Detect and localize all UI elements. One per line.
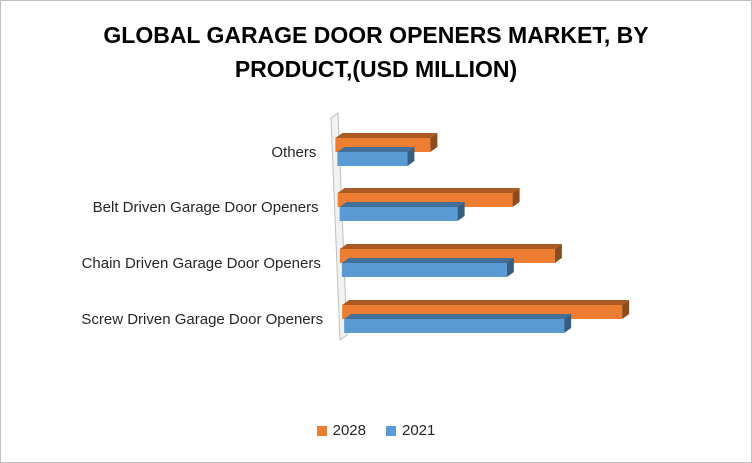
legend-swatch-2028 (316, 425, 327, 436)
bar-top-2028 (335, 133, 438, 138)
bar-2021 (344, 319, 565, 333)
bar-top-2021 (337, 147, 415, 152)
bar-side-2028 (554, 244, 562, 263)
bar-side-2021 (564, 314, 572, 333)
bar-side-2021 (407, 147, 415, 166)
chart-title-line-2: PRODUCT,(USD MILLION) (234, 56, 518, 82)
bar-side-2028 (430, 133, 438, 152)
bar-top-2028 (342, 300, 630, 305)
category-label: Chain Driven Garage Door Openers (82, 255, 321, 272)
bar-top-2028 (339, 244, 562, 249)
chart-title: GLOBAL GARAGE DOOR OPENERS MARKET, BY PR… (0, 18, 752, 86)
bar-2021 (337, 152, 408, 166)
bar-side-2021 (457, 202, 465, 221)
legend-item-2021: 2021 (386, 422, 435, 439)
bar-side-2021 (506, 258, 514, 277)
legend-label-2028: 2028 (332, 422, 366, 439)
bar-top-2021 (341, 258, 514, 263)
bar-top-2021 (339, 202, 465, 207)
bar-top-2021 (344, 314, 572, 319)
category-label: Belt Driven Garage Door Openers (93, 199, 319, 216)
category-axis-wall (330, 112, 348, 341)
chart-title-line-1: GLOBAL GARAGE DOOR OPENERS MARKET, BY (103, 22, 649, 48)
category-label: Screw Driven Garage Door Openers (81, 311, 323, 328)
legend-item-2028: 2028 (316, 422, 366, 439)
legend-label-2021: 2021 (402, 422, 436, 439)
bar-2021 (339, 207, 458, 221)
category-label: Others (271, 144, 316, 161)
bar-side-2028 (512, 188, 520, 207)
legend-swatch-2021 (386, 425, 396, 436)
chart-legend: 2028 2021 (0, 422, 752, 439)
bar-top-2028 (337, 188, 520, 193)
bar-side-2028 (622, 300, 630, 319)
bar-2021 (341, 263, 507, 277)
